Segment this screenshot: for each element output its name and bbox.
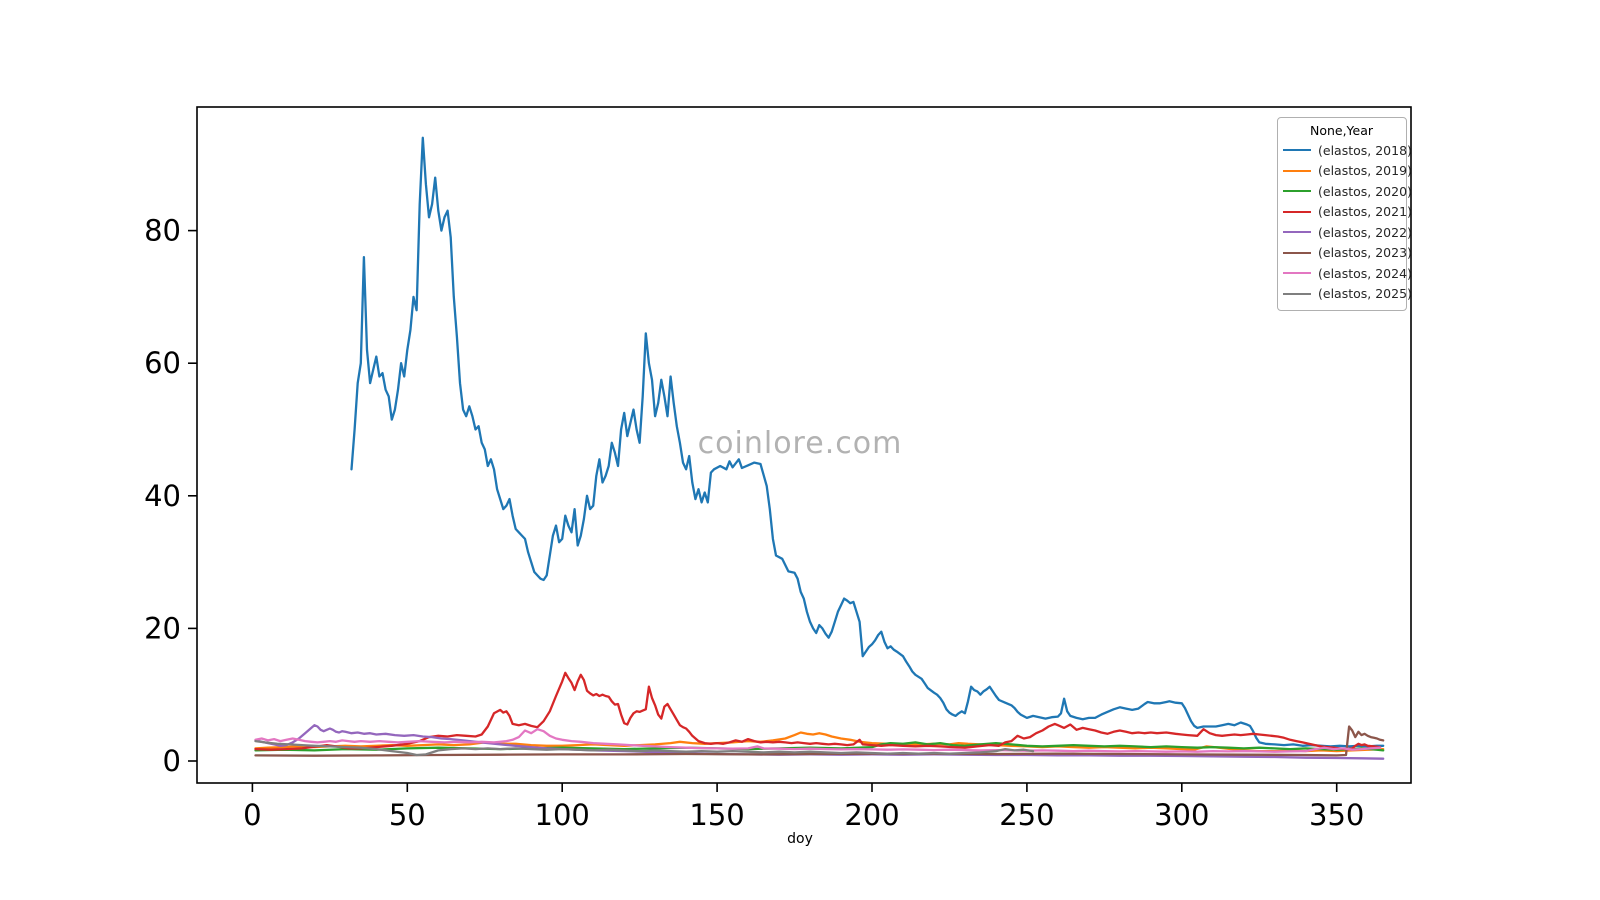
- legend-entry-2020: (elastos, 2020): [1283, 181, 1412, 202]
- legend-entry-label: (elastos, 2025): [1318, 286, 1412, 302]
- legend-entry-2018: (elastos, 2018): [1283, 140, 1412, 161]
- legend-entry-2022: (elastos, 2022): [1283, 222, 1412, 243]
- x-tick-label: 150: [689, 798, 744, 832]
- legend-entry-label: (elastos, 2021): [1318, 204, 1412, 220]
- x-tick-label: 50: [389, 798, 426, 832]
- legend: None,Year (elastos, 2018) (elastos, 2019)…: [1277, 117, 1412, 311]
- series-line-2018: [350, 136, 1385, 748]
- y-tick-label: 60: [144, 346, 181, 380]
- legend-line-swatch: [1283, 210, 1311, 213]
- y-tick-label: 80: [144, 214, 181, 248]
- y-tick-label: 20: [144, 611, 181, 645]
- x-tick-label: 200: [844, 798, 899, 832]
- legend-entry-2025: (elastos, 2025): [1283, 284, 1412, 305]
- legend-title: None,Year: [1309, 123, 1374, 138]
- legend-line-swatch: [1283, 251, 1311, 254]
- x-axis-label: doy: [787, 831, 813, 847]
- x-tick-label: 350: [1309, 798, 1364, 832]
- legend-line-swatch: [1283, 149, 1311, 152]
- legend-line-swatch: [1283, 190, 1311, 193]
- legend-entry-2019: (elastos, 2019): [1283, 161, 1412, 182]
- legend-entry-label: (elastos, 2024): [1318, 265, 1412, 281]
- legend-line-swatch: [1283, 272, 1311, 275]
- legend-entry-2024: (elastos, 2024): [1283, 263, 1412, 284]
- legend-entries: (elastos, 2018) (elastos, 2019) (elastos, …: [1283, 140, 1412, 305]
- series-line-2025: [254, 739, 1035, 757]
- y-tick-label: 40: [144, 479, 181, 513]
- legend-entry-2023: (elastos, 2023): [1283, 243, 1412, 264]
- legend-entry-label: (elastos, 2022): [1318, 224, 1412, 240]
- legend-entry-label: (elastos, 2023): [1318, 245, 1412, 261]
- legend-line-swatch: [1283, 292, 1311, 295]
- legend-line-swatch: [1283, 231, 1311, 234]
- x-tick-label: 0: [243, 798, 261, 832]
- series-line-2024: [254, 728, 1382, 753]
- legend-entry-2021: (elastos, 2021): [1283, 202, 1412, 223]
- legend-entry-label: (elastos, 2018): [1318, 142, 1412, 158]
- legend-entry-label: (elastos, 2020): [1318, 183, 1412, 199]
- series-line-2021: [254, 671, 1382, 751]
- legend-line-swatch: [1283, 169, 1311, 172]
- y-tick-label: 0: [163, 744, 181, 778]
- legend-entry-label: (elastos, 2019): [1318, 163, 1412, 179]
- x-tick-label: 300: [1154, 798, 1209, 832]
- series-line-2019: [254, 731, 1385, 753]
- x-tick-label: 250: [999, 798, 1054, 832]
- plot-border: [196, 106, 1412, 784]
- series-line-2023: [254, 725, 1385, 757]
- x-tick-label: 100: [535, 798, 590, 832]
